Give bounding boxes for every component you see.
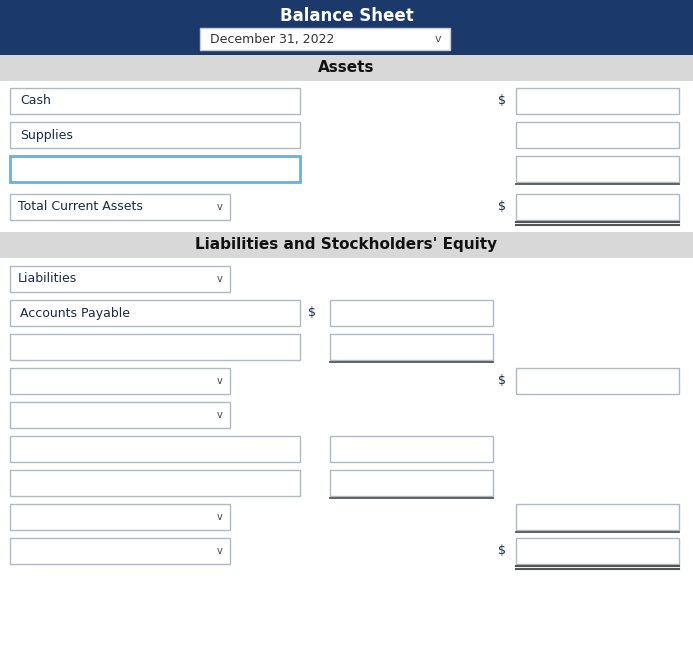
FancyBboxPatch shape [516,194,679,220]
FancyBboxPatch shape [10,334,300,360]
FancyBboxPatch shape [200,28,450,50]
FancyBboxPatch shape [10,156,300,182]
Text: v: v [217,274,223,284]
Text: $: $ [498,95,506,107]
FancyBboxPatch shape [516,122,679,148]
Text: Liabilities: Liabilities [18,273,77,285]
Text: $: $ [498,544,506,558]
Text: v: v [217,410,223,420]
FancyBboxPatch shape [10,266,230,292]
Text: Supplies: Supplies [20,129,73,141]
FancyBboxPatch shape [10,122,300,148]
FancyBboxPatch shape [330,300,493,326]
Text: Cash: Cash [20,95,51,107]
FancyBboxPatch shape [516,504,679,530]
Text: Accounts Payable: Accounts Payable [20,307,130,319]
FancyBboxPatch shape [330,334,493,360]
Text: $: $ [498,201,506,213]
FancyBboxPatch shape [10,504,230,530]
FancyBboxPatch shape [516,538,679,564]
Text: Total Current Assets: Total Current Assets [18,201,143,213]
FancyBboxPatch shape [10,194,230,220]
FancyBboxPatch shape [516,88,679,114]
Text: v: v [217,512,223,522]
Text: v: v [217,202,223,212]
Text: v: v [217,376,223,386]
FancyBboxPatch shape [0,232,693,258]
FancyBboxPatch shape [0,0,693,55]
Text: v: v [435,34,441,44]
FancyBboxPatch shape [10,470,300,496]
FancyBboxPatch shape [10,436,300,462]
FancyBboxPatch shape [10,88,300,114]
Text: $: $ [308,307,316,319]
Text: Liabilities and Stockholders' Equity: Liabilities and Stockholders' Equity [195,237,498,253]
FancyBboxPatch shape [10,402,230,428]
Text: v: v [217,546,223,556]
FancyBboxPatch shape [10,368,230,394]
Text: December 31, 2022: December 31, 2022 [210,33,335,45]
FancyBboxPatch shape [330,470,493,496]
FancyBboxPatch shape [10,300,300,326]
FancyBboxPatch shape [516,368,679,394]
Text: Assets: Assets [318,61,375,75]
FancyBboxPatch shape [330,436,493,462]
FancyBboxPatch shape [516,156,679,182]
FancyBboxPatch shape [10,538,230,564]
Text: Balance Sheet: Balance Sheet [279,7,414,25]
FancyBboxPatch shape [0,55,693,81]
Text: $: $ [498,374,506,388]
